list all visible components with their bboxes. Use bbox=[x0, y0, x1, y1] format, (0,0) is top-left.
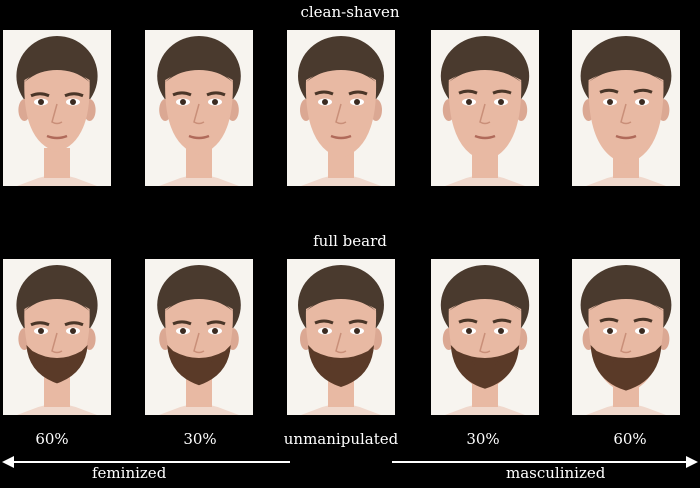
direction-arrows bbox=[2, 456, 698, 468]
arrow-label-masculinized: masculinized bbox=[506, 464, 606, 482]
face-icon bbox=[572, 259, 680, 415]
face-icon bbox=[287, 30, 395, 186]
face-icon bbox=[145, 259, 253, 415]
face-photo-beard-4 bbox=[572, 259, 680, 415]
arrow-label-feminized: feminized bbox=[92, 464, 167, 482]
face-photo-shaven-3 bbox=[431, 30, 539, 186]
face-photo-beard-3 bbox=[431, 259, 539, 415]
face-icon bbox=[287, 259, 395, 415]
level-label-feminized-60: 60% bbox=[35, 430, 69, 448]
face-icon bbox=[3, 30, 111, 186]
face-photo-shaven-0 bbox=[3, 30, 111, 186]
level-label-feminized-30: 30% bbox=[183, 430, 217, 448]
face-icon bbox=[431, 259, 539, 415]
level-label-unmanipulated: unmanipulated bbox=[283, 430, 399, 448]
face-photo-shaven-2 bbox=[287, 30, 395, 186]
row-label-full-beard: full beard bbox=[313, 232, 387, 250]
face-icon bbox=[3, 259, 111, 415]
face-photo-shaven-1 bbox=[145, 30, 253, 186]
face-icon bbox=[431, 30, 539, 186]
face-icon bbox=[572, 30, 680, 186]
row-label-clean-shaven: clean-shaven bbox=[300, 3, 400, 21]
level-label-masculinized-30: 30% bbox=[466, 430, 500, 448]
face-icon bbox=[145, 30, 253, 186]
face-photo-beard-1 bbox=[145, 259, 253, 415]
face-photo-beard-0 bbox=[3, 259, 111, 415]
face-photo-shaven-4 bbox=[572, 30, 680, 186]
feminized-arrow-icon bbox=[2, 456, 290, 468]
level-label-masculinized-60: 60% bbox=[613, 430, 647, 448]
face-photo-beard-2 bbox=[287, 259, 395, 415]
masculinized-arrow-icon bbox=[392, 456, 698, 468]
